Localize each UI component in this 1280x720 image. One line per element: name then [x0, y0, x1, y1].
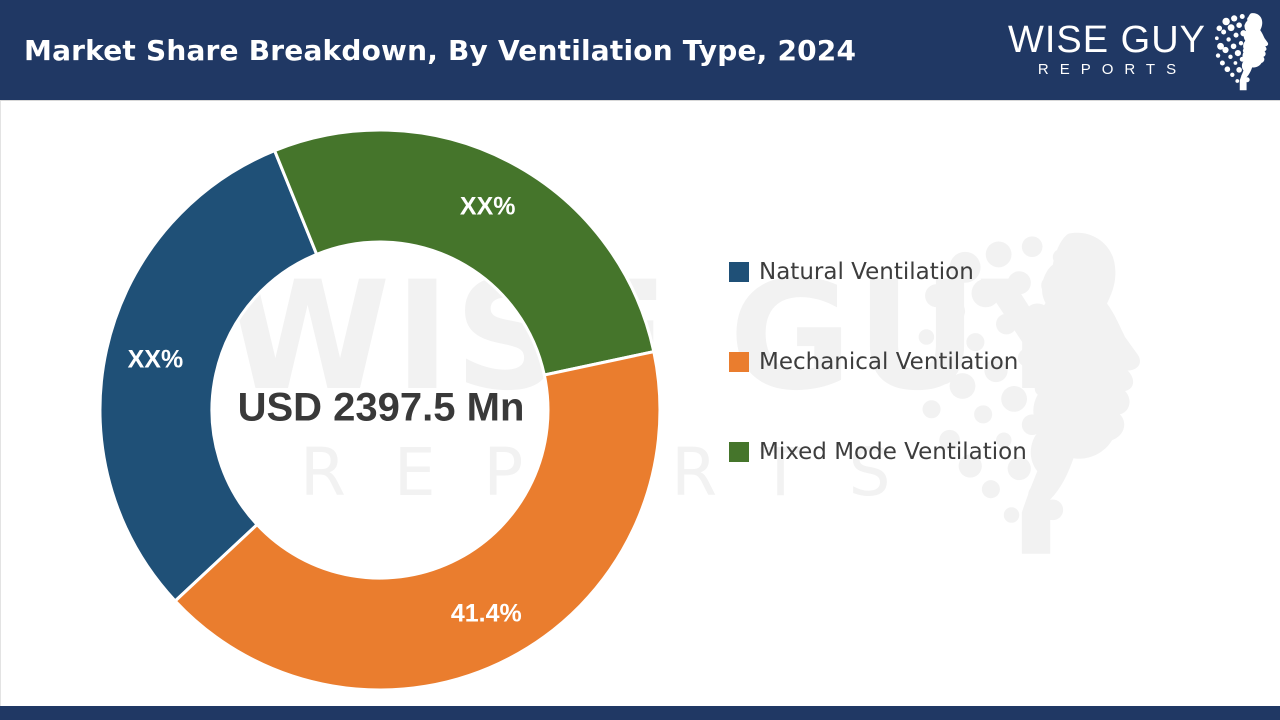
- donut-slice-mechanical-ventilation: [173, 349, 662, 692]
- wise-guy-reports-logo: WISE GUY REPORTS: [1008, 0, 1272, 100]
- legend-item-mechanical-ventilation: Mechanical Ventilation: [729, 342, 1027, 382]
- logo-face-icon: [1214, 13, 1269, 91]
- chart-area-border: [0, 100, 1280, 706]
- legend-swatch-orange: [729, 352, 749, 372]
- legend-item-mixed-mode-ventilation: Mixed Mode Ventilation: [729, 432, 1027, 472]
- slice-percent-label-mixed-mode-ventilation: XX%: [459, 192, 516, 221]
- legend-label: Mechanical Ventilation: [759, 349, 1019, 375]
- legend-label: Natural Ventilation: [759, 259, 974, 285]
- donut-slice-mixed-mode-ventilation: [272, 128, 656, 377]
- chart-legend: Natural Ventilation Mechanical Ventilati…: [729, 252, 1027, 522]
- legend-swatch-blue: [729, 262, 749, 282]
- page-title: Market Share Breakdown, By Ventilation T…: [24, 33, 857, 67]
- logo-reports-text: REPORTS: [1037, 61, 1188, 78]
- legend-item-natural-ventilation: Natural Ventilation: [729, 252, 1027, 292]
- watermark-face-logo-icon: [918, 232, 1140, 554]
- legend-label: Mixed Mode Ventilation: [759, 439, 1027, 465]
- legend-swatch-green: [729, 442, 749, 462]
- logo-wiseguy-text: WISE GUY: [1007, 19, 1206, 61]
- donut-slice-natural-ventilation: [98, 148, 319, 604]
- donut-center-value: USD 2397.5 Mn: [237, 385, 525, 430]
- slice-percent-label-mechanical-ventilation: 41.4%: [450, 599, 522, 628]
- header-bar: Market Share Breakdown, By Ventilation T…: [0, 0, 1280, 101]
- slice-percent-label-natural-ventilation: XX%: [127, 345, 184, 374]
- footer-bar: [0, 706, 1280, 720]
- logo-text: WISE GUY REPORTS: [1008, 21, 1206, 79]
